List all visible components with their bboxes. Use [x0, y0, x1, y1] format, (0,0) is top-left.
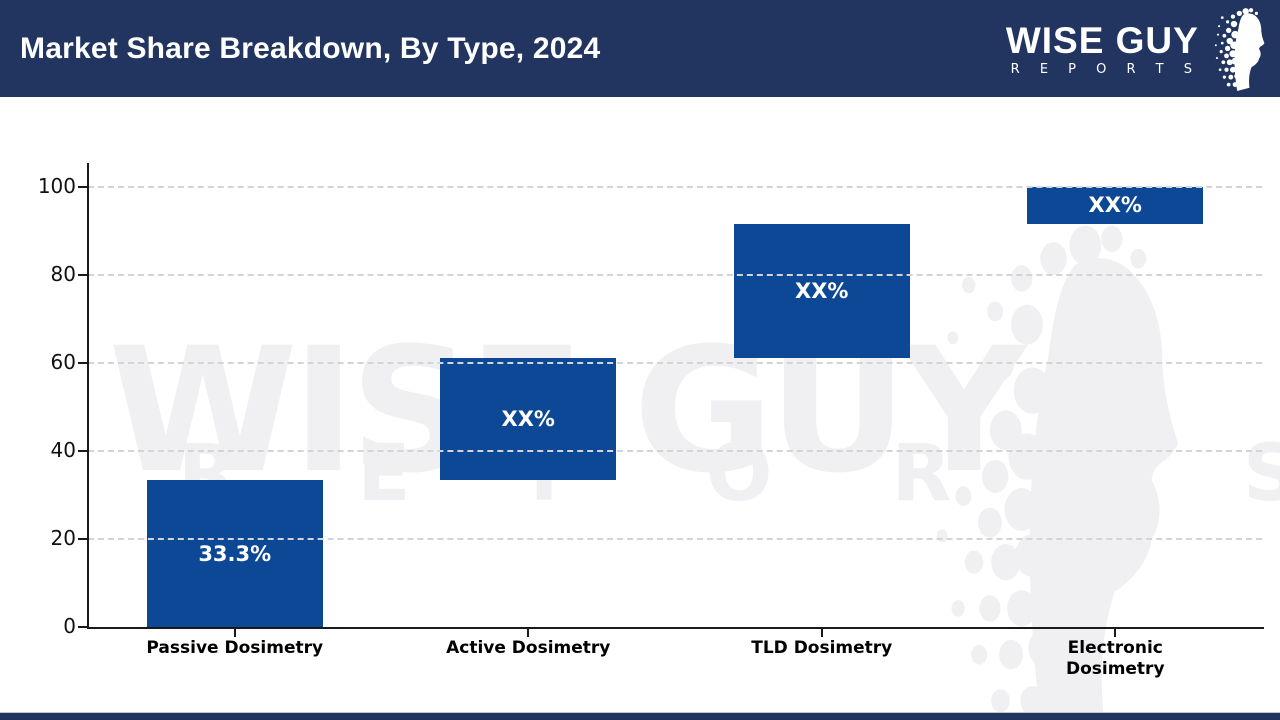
wiseguy-logo-line2: R E P O R T S [1010, 62, 1200, 77]
header-bar: Market Share Breakdown, By Type, 2024 WI… [0, 0, 1280, 97]
x-tick-mark [527, 629, 530, 637]
y-tick-label: 100 [37, 174, 76, 198]
y-tick-mark [78, 626, 88, 628]
gridline-20 [88, 538, 1262, 540]
wiseguy-logo-text: WISE GUY R E P O R T S [1005, 22, 1200, 77]
gridline-100 [88, 186, 1262, 188]
gridline-60 [88, 362, 1262, 364]
page-title: Market Share Breakdown, By Type, 2024 [20, 31, 601, 65]
y-tick-label: 20 [50, 526, 76, 550]
wiseguy-face-watermark [932, 225, 1179, 720]
wiseguy-face-icon [1214, 8, 1265, 91]
bar: XX% [1027, 187, 1204, 224]
bar-value-label: 33.3% [198, 541, 272, 566]
y-tick-label: 40 [50, 438, 76, 462]
x-axis-line [87, 627, 1264, 629]
category-label: TLD Dosimetry [751, 638, 893, 658]
wiseguy-logo: WISE GUY R E P O R T S [1005, 7, 1266, 92]
y-tick-label: 60 [50, 350, 76, 374]
chart-plot-area: WISE GUY R E P O R T S 0 20 40 60 80 100 33 [0, 97, 1280, 720]
y-tick-mark [78, 450, 88, 452]
category-label: Passive Dosimetry [146, 638, 324, 658]
y-tick-mark [78, 274, 88, 276]
bar-value-label: XX% [795, 278, 849, 303]
bar: XX% [440, 358, 617, 481]
bar: 33.3% [146, 480, 323, 627]
y-tick-mark [78, 538, 88, 540]
gridline-80 [88, 274, 1262, 276]
y-tick-label: 0 [63, 614, 76, 638]
bar-value-label: XX% [1088, 193, 1142, 218]
y-tick-mark [78, 362, 88, 364]
x-tick-mark [820, 629, 823, 637]
wiseguy-logo-line1: WISE GUY [1005, 20, 1199, 61]
y-axis-line [87, 163, 89, 629]
y-tick-label: 80 [50, 262, 76, 286]
footer-bar [0, 712, 1280, 720]
category-label: Electronic Dosimetry [1065, 638, 1165, 680]
y-tick-mark [78, 186, 88, 188]
bar-value-label: XX% [501, 407, 555, 432]
x-tick-mark [1114, 629, 1117, 637]
x-tick-mark [233, 629, 236, 637]
category-label: Active Dosimetry [446, 638, 611, 658]
gridline-40 [88, 450, 1262, 452]
bar: XX% [733, 223, 910, 359]
